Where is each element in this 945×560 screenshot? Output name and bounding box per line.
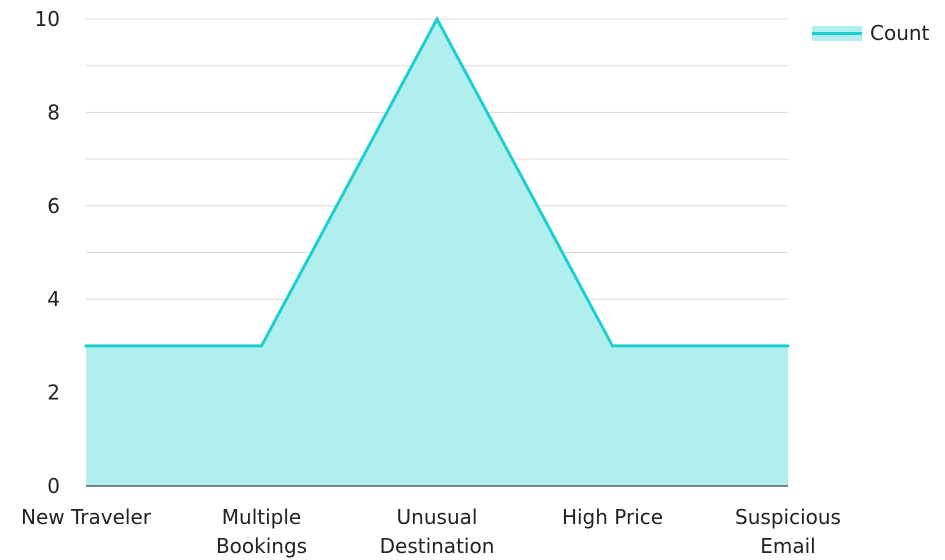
x-tick-label: New Traveler (21, 505, 152, 529)
data-point[interactable] (260, 344, 263, 347)
area-series (85, 18, 790, 487)
y-tick-label: 4 (47, 287, 60, 311)
y-tick-label: 2 (47, 381, 60, 405)
x-axis-ticks: New Traveler Multiple Bookings Unusual Desti… (21, 505, 841, 558)
data-point[interactable] (787, 344, 790, 347)
data-point[interactable] (611, 344, 614, 347)
data-point[interactable] (436, 18, 439, 21)
y-tick-label: 8 (47, 100, 60, 124)
data-point[interactable] (85, 344, 88, 347)
x-tick-label: Unusual Destination (380, 505, 495, 558)
x-tick-label: Multiple Bookings (216, 505, 307, 558)
y-tick-label: 6 (47, 194, 60, 218)
x-tick-label: High Price (562, 505, 663, 529)
y-tick-label: 0 (47, 474, 60, 498)
y-axis-ticks: 0 2 4 6 8 10 (35, 7, 60, 498)
x-tick-label: Suspicious Email (735, 505, 841, 558)
legend-label: Count (870, 21, 930, 45)
legend[interactable]: Count (812, 21, 930, 45)
y-tick-label: 10 (35, 7, 60, 31)
